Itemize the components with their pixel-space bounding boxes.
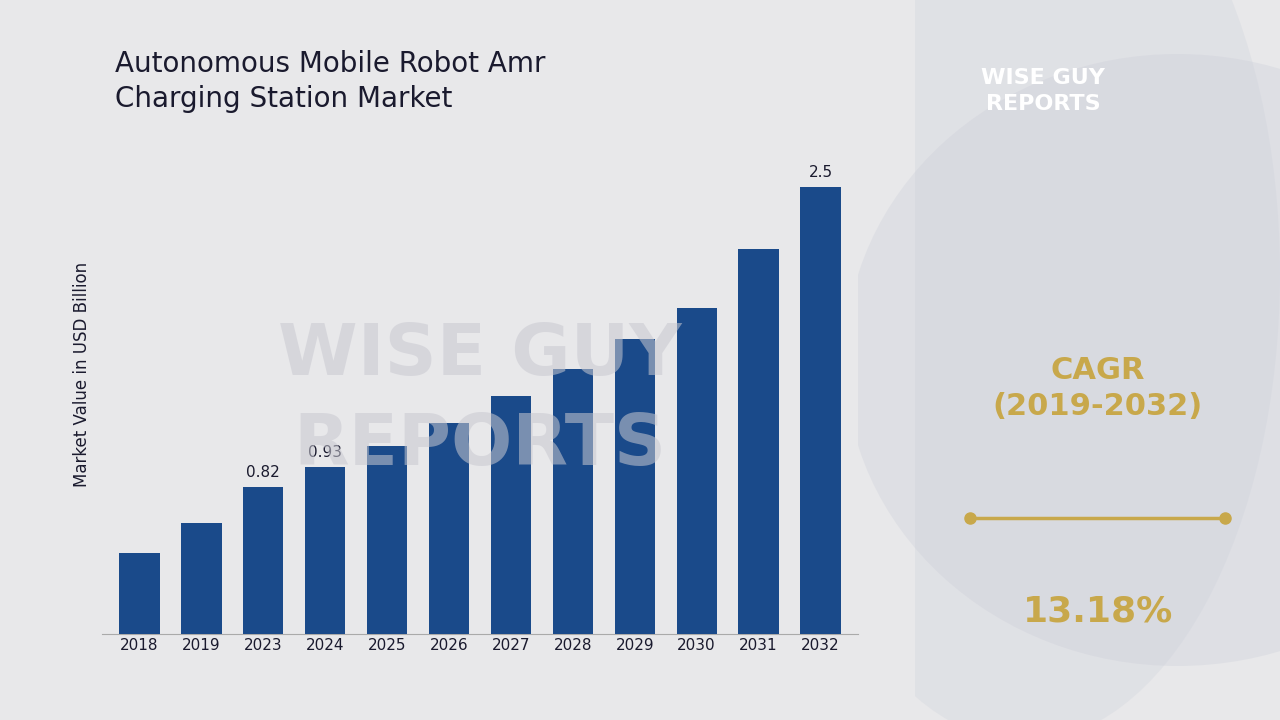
- Text: 2.5: 2.5: [809, 165, 832, 179]
- Bar: [553, 369, 593, 634]
- Bar: [119, 553, 160, 634]
- Bar: [305, 467, 346, 634]
- Bar: [243, 487, 283, 634]
- Text: 13.18%: 13.18%: [1023, 595, 1172, 629]
- Bar: [367, 446, 407, 634]
- Text: 0.82: 0.82: [247, 465, 280, 480]
- Ellipse shape: [769, 0, 1280, 720]
- Bar: [739, 249, 778, 634]
- Text: Autonomous Mobile Robot Amr
Charging Station Market: Autonomous Mobile Robot Amr Charging Sta…: [115, 50, 545, 113]
- Y-axis label: Market Value in USD Billion: Market Value in USD Billion: [73, 262, 91, 487]
- Text: WISE GUY
REPORTS: WISE GUY REPORTS: [980, 68, 1105, 114]
- Bar: [429, 423, 470, 634]
- Text: WISE GUY
REPORTS: WISE GUY REPORTS: [278, 320, 682, 480]
- Bar: [614, 338, 655, 634]
- Text: CAGR
(2019-2032): CAGR (2019-2032): [992, 356, 1203, 421]
- Bar: [490, 396, 531, 634]
- Bar: [677, 308, 717, 634]
- Text: 0.93: 0.93: [308, 445, 342, 460]
- Bar: [182, 523, 221, 634]
- Bar: [800, 186, 841, 634]
